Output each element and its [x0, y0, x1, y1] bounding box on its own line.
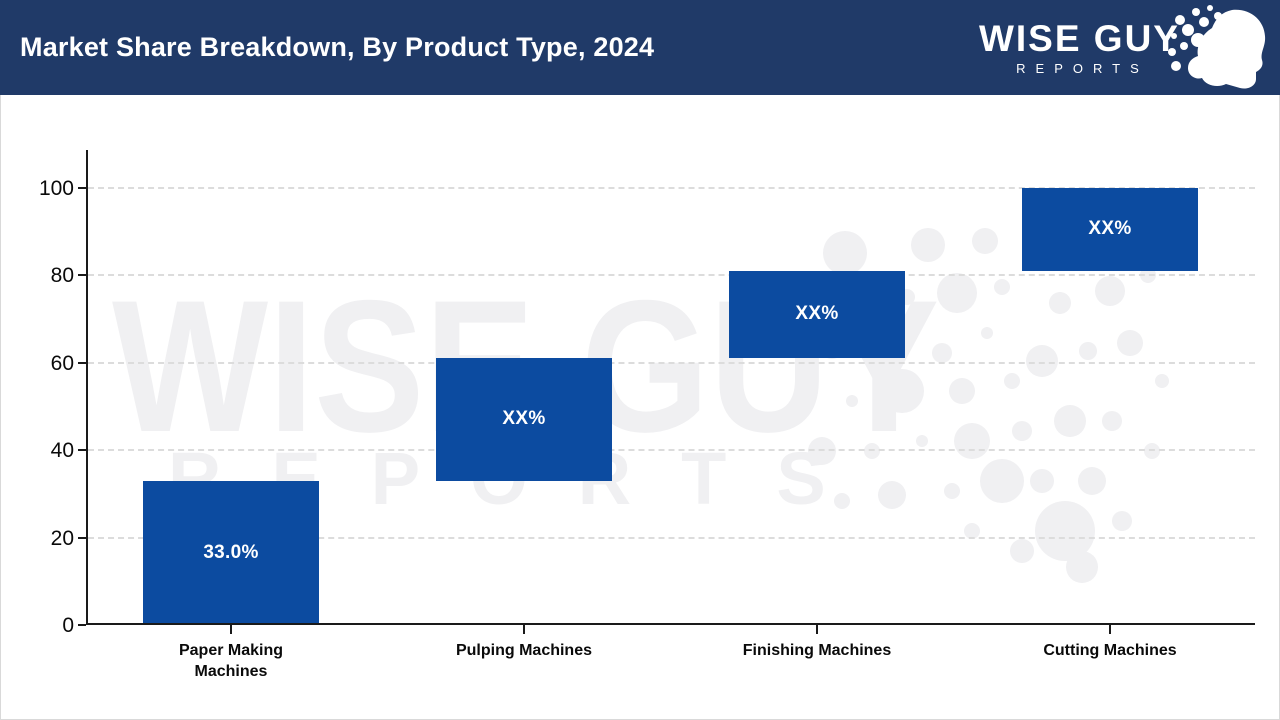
page-title: Market Share Breakdown, By Product Type,… — [20, 32, 655, 62]
header: Market Share Breakdown, By Product Type,… — [0, 0, 1280, 95]
bar-label-pulping-machines: XX% — [502, 408, 546, 430]
x-tick-pulping-machines — [523, 625, 525, 634]
waterfall-chart: 33.0% XX% XX% XX% 0 20 40 60 80 100 Paper Making M… — [0, 95, 1280, 720]
y-tick-label-100: 100 — [38, 176, 74, 200]
bar-cutting-machines[interactable]: XX% — [1022, 187, 1198, 271]
gridline-y-20 — [88, 536, 1255, 539]
x-tick-finishing-machines — [816, 625, 818, 634]
x-tick-label-finishing-machines: Finishing Machines — [742, 642, 892, 659]
y-tick-label-80: 80 — [50, 264, 74, 287]
bar-label-finishing-machines: XX% — [795, 303, 839, 325]
logo: WISE GUY REPORTS ; — [979, 0, 1270, 95]
y-tick-label-40: 40 — [50, 439, 74, 462]
logo-line2: REPORTS — [1016, 60, 1149, 76]
x-tick-label-cutting-machines: Cutting Machines — [1043, 642, 1177, 659]
x-tick-label-paper-making-machines: Paper Making Machines — [178, 642, 284, 680]
gridline-y-60 — [88, 361, 1255, 364]
y-tick-label-0: 0 — [62, 614, 74, 637]
logo-dot-face-icon: ; — [1168, 4, 1266, 89]
bar-label-cutting-machines: XX% — [1088, 218, 1132, 240]
bar-finishing-machines[interactable]: XX% — [729, 270, 905, 359]
x-axis-line — [86, 623, 1255, 625]
bar-label-paper-making-machines: 33.0% — [203, 541, 259, 563]
y-tick-20 — [78, 536, 86, 539]
y-tick-0 — [78, 624, 86, 626]
y-axis-line — [86, 150, 88, 625]
y-tick-100 — [78, 186, 86, 189]
gridline-y-80 — [88, 274, 1255, 276]
bar-pulping-machines[interactable]: XX% — [436, 358, 612, 481]
logo-wordmark: WISE GUY REPORTS — [979, 20, 1180, 76]
y-tick-80 — [78, 274, 86, 276]
y-tick-label-60: 60 — [50, 351, 74, 375]
y-tick-40 — [78, 449, 86, 451]
y-tick-60 — [78, 361, 86, 364]
x-tick-cutting-machines — [1109, 625, 1111, 634]
y-tick-label-20: 20 — [50, 526, 74, 550]
bar-paper-making-machines[interactable]: 33.0% — [143, 480, 319, 625]
x-tick-label-pulping-machines: Pulping Machines — [455, 642, 592, 659]
x-tick-paper-making-machines — [230, 625, 232, 634]
gridline-y-40 — [88, 449, 1255, 451]
logo-line1: WISE GUY — [978, 17, 1180, 59]
gridline-y-100 — [88, 186, 1255, 189]
